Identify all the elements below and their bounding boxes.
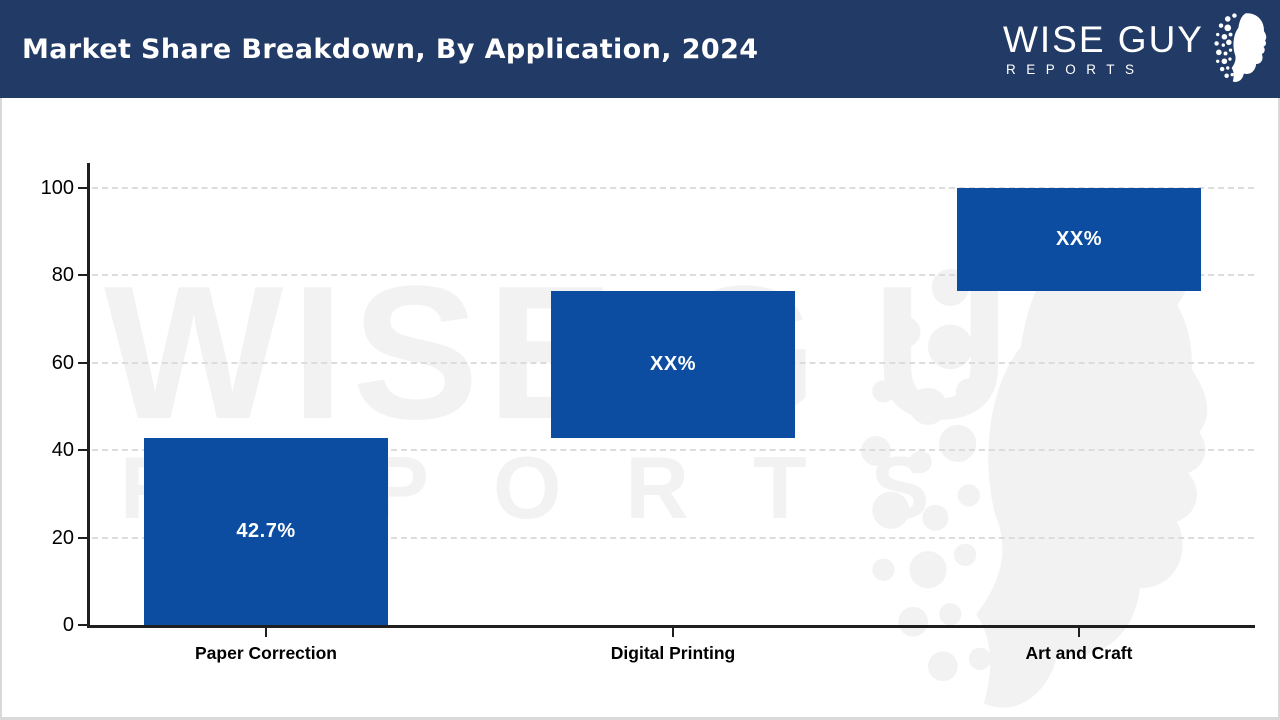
y-axis-line [87,163,90,628]
y-axis-tick [78,361,88,364]
y-axis-tick [78,536,88,539]
gridline [92,274,1254,277]
bar-digital-printing: XX% [551,290,795,439]
gridline [92,187,1254,189]
gridline [92,536,1254,539]
y-axis-tick-label: 60 [51,351,74,374]
x-axis-tick [265,628,267,637]
y-axis-tick [78,274,88,277]
x-category-label: Digital Printing [610,643,736,663]
logo-wordmark: WISE GUY REPORTS [1003,21,1204,77]
page-title: Market Share Breakdown, By Application, … [22,33,759,65]
y-axis-tick [78,449,88,452]
x-category-label: Art and Craft [1025,643,1133,663]
gridline [92,449,1254,452]
logo-wordmark-line2: REPORTS [1005,62,1145,77]
x-axis-tick [1078,628,1080,637]
y-axis-tick-label: 80 [51,264,74,287]
x-category-label: Paper Correction [195,643,337,663]
header: Market Share Breakdown, By Application, … [0,0,1280,98]
logo-wordmark-line1: WISE GUY [1002,19,1204,60]
bar-paper-correction: 42.7% [144,438,388,625]
y-axis-tick-label: 100 [40,177,74,199]
y-axis-tick-label: 20 [51,526,74,549]
x-axis-line [87,625,1255,628]
brand-logo: WISE GUY REPORTS [1003,10,1272,88]
bar-value-label: 42.7% [236,520,296,543]
plot-area: 0 20 40 60 80 100 42.7% XX% XX% Paper Correction D… [2,98,1278,717]
y-axis-tick [78,187,88,189]
bar-art-and-craft: XX% [957,188,1201,291]
y-axis-tick-label: 40 [51,439,74,462]
logo-head-icon [1208,10,1272,88]
x-axis-tick [672,628,674,637]
y-axis-tick-label: 0 [62,614,74,636]
y-axis-tick [78,624,88,626]
bar-value-label: XX% [1056,227,1102,250]
bar-value-label: XX% [650,353,696,376]
